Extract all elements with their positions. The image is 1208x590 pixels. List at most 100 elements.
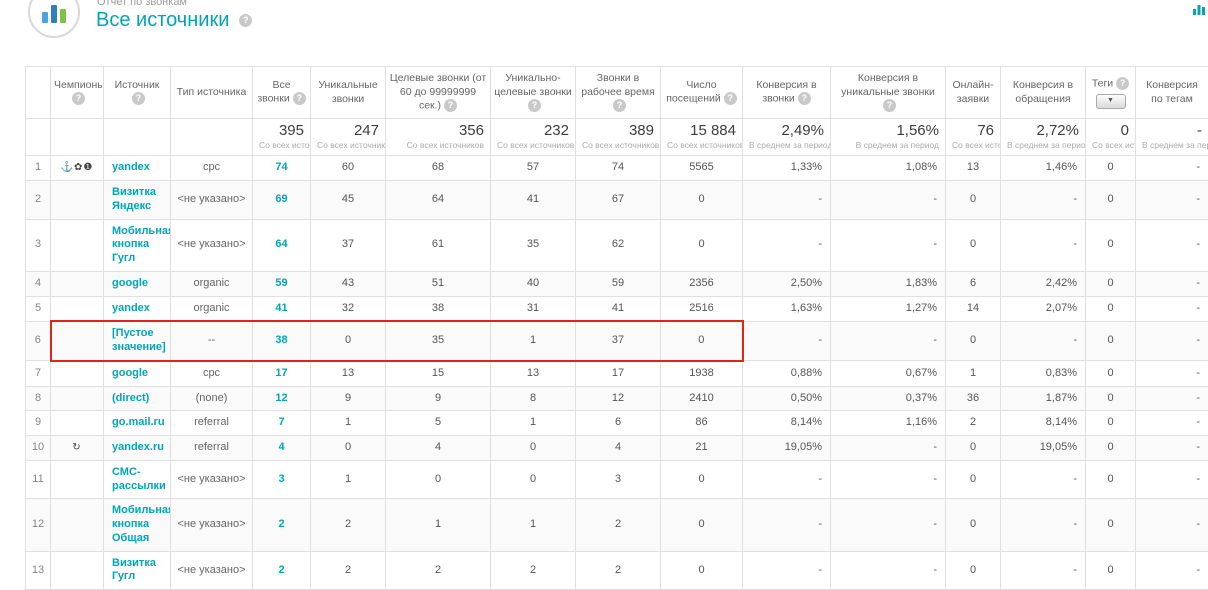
cell-online: 36 [946,386,1001,411]
cell-conv_tags: - [1136,551,1208,590]
cell-conv_calls: - [743,181,831,220]
cell-all_calls[interactable]: 4 [253,436,311,461]
summary-value: 2,72% [1007,122,1079,139]
cell-target: 35 [386,321,491,361]
column-header-target[interactable]: Целевые звонки (от 60 до 99999999 сек.)? [386,67,491,119]
cell-conv_unique: - [831,436,946,461]
cell-source[interactable]: yandex.ru [104,436,171,461]
cell-source[interactable]: (direct) [104,386,171,411]
cell-tags: 0 [1086,460,1136,499]
cell-all_calls[interactable]: 12 [253,386,311,411]
cell-tags: 0 [1086,181,1136,220]
help-icon[interactable]: ? [293,92,306,105]
title-help-icon[interactable]: ? [239,14,252,27]
help-icon[interactable]: ? [132,92,145,105]
cell-all_calls[interactable]: 3 [253,460,311,499]
cell-all_calls[interactable]: 69 [253,181,311,220]
column-header-all_calls[interactable]: Все звонки? [253,67,311,119]
summary-value: 2,49% [749,122,824,139]
cell-target: 68 [386,156,491,181]
cell-source[interactable]: google [104,361,171,386]
cell-champions [51,321,104,361]
column-label: Тип источника [177,86,247,98]
column-header-conv_appeals[interactable]: Конверсия в обращения [1001,67,1086,119]
cell-all_calls[interactable]: 2 [253,499,311,551]
column-label: Уникально-целевые звонки [494,72,572,98]
cell-type: <не указано> [171,460,253,499]
column-header-source[interactable]: Источник? [104,67,171,119]
cell-conv_appeals: 1,46% [1001,156,1086,181]
cell-source[interactable]: Визитка Яндекс [104,181,171,220]
column-header-unique[interactable]: Уникальные звонки [311,67,386,119]
cell-online: 0 [946,181,1001,220]
summary-sublabel: В среднем за период [1142,140,1202,150]
help-icon[interactable]: ? [72,92,85,105]
cell-source[interactable]: СМС-рассылки [104,460,171,499]
cell-all_calls[interactable]: 64 [253,219,311,271]
cell-unique_target: 41 [491,181,576,220]
cell-type: <не указано> [171,219,253,271]
cell-num: 1 [26,156,51,181]
column-header-tags[interactable]: Теги?▼ [1086,67,1136,119]
cell-source[interactable]: Мобильная кнопка Общая [104,499,171,551]
column-header-conv_calls[interactable]: Конверсия в звонки? [743,67,831,119]
cell-num: 8 [26,386,51,411]
cell-conv_calls: - [743,551,831,590]
cell-target: 51 [386,271,491,296]
help-icon[interactable]: ? [724,92,737,105]
cell-all_calls[interactable]: 38 [253,321,311,361]
chart-icon[interactable] [1192,2,1206,16]
column-header-conv_unique[interactable]: Конверсия в уникальные звонки? [831,67,946,119]
summary-cell: 0Со всех источников [1086,119,1136,156]
column-header-type[interactable]: Тип источника [171,67,253,119]
summary-sublabel: Со всех источников [259,140,304,150]
cell-source[interactable]: go.mail.ru [104,411,171,436]
cell-all_calls[interactable]: 7 [253,411,311,436]
help-icon[interactable]: ? [883,99,896,112]
help-icon[interactable]: ? [1116,77,1129,90]
cell-source[interactable]: google [104,271,171,296]
column-header-champions[interactable]: Чемпионы? [51,67,104,119]
summary-empty-cell [104,119,171,156]
cell-source[interactable]: yandex [104,296,171,321]
tags-filter-button[interactable]: ▼ [1096,94,1126,109]
column-header-conv_tags[interactable]: Конверсия по тегам [1136,67,1208,119]
cell-all_calls[interactable]: 2 [253,551,311,590]
page-title: Все источники [96,9,229,32]
cell-num: 9 [26,411,51,436]
column-header-online[interactable]: Онлайн-заявки [946,67,1001,119]
cell-source[interactable]: Мобильная кнопка Гугл [104,219,171,271]
cell-working: 4 [576,436,661,461]
help-icon[interactable]: ? [613,99,626,112]
column-header-working[interactable]: Звонки в рабочее время? [576,67,661,119]
cell-conv_tags: - [1136,156,1208,181]
cell-target: 2 [386,551,491,590]
cell-unique_target: 2 [491,551,576,590]
help-icon[interactable]: ? [444,99,457,112]
cell-conv_appeals: - [1001,181,1086,220]
column-label: Конверсия в уникальные звонки [841,72,935,98]
column-header-visits[interactable]: Число посещений? [661,67,743,119]
cell-all_calls[interactable]: 41 [253,296,311,321]
summary-cell: -В среднем за период [1136,119,1208,156]
cell-all_calls[interactable]: 74 [253,156,311,181]
cell-source[interactable]: [Пустое значение] [104,321,171,361]
cell-unique: 0 [311,321,386,361]
column-header-unique_target[interactable]: Уникально-целевые звонки? [491,67,576,119]
column-label: Целевые звонки (от 60 до 99999999 сек.) [390,72,486,112]
cell-all_calls[interactable]: 59 [253,271,311,296]
cell-champions [51,181,104,220]
cell-source[interactable]: yandex [104,156,171,181]
help-icon[interactable]: ? [798,92,811,105]
cell-conv_tags: - [1136,386,1208,411]
cell-source[interactable]: Визитка Гугл [104,551,171,590]
cell-unique: 45 [311,181,386,220]
help-icon[interactable]: ? [528,99,541,112]
cell-all_calls[interactable]: 17 [253,361,311,386]
cell-conv_tags: - [1136,460,1208,499]
summary-value: 76 [952,122,994,139]
cell-visits: 0 [661,551,743,590]
cell-online: 13 [946,156,1001,181]
